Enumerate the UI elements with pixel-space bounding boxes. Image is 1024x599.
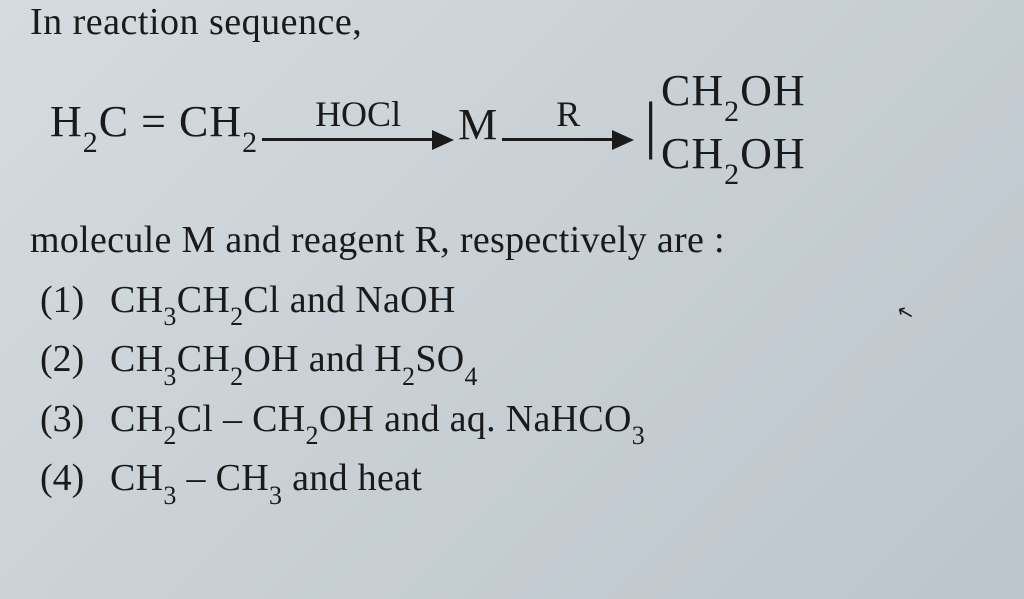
option-text: CH3CH2Cl and NaOH: [110, 278, 456, 328]
intro-line: In reaction sequence,: [30, 0, 994, 44]
option-number: (1): [40, 278, 110, 322]
reactant-part2: C = CH: [99, 97, 242, 146]
formula-subscript: 3: [632, 421, 645, 450]
product-bottom: CH2OH: [661, 125, 806, 188]
arrow-2-head-icon: [612, 130, 634, 150]
arrow-2-shaft: [502, 138, 612, 141]
option-text: CH2Cl – CH2OH and aq. NaHCO3: [110, 397, 645, 447]
option-text: CH3CH2OH and H2SO4: [110, 337, 478, 387]
product-top-s1: 2: [724, 95, 740, 128]
formula-subscript: 2: [306, 421, 319, 450]
formula-text: SO: [415, 338, 464, 380]
formula-text: OH and H: [243, 338, 402, 380]
question-text: molecule M and reagent R, respectively a…: [30, 218, 994, 262]
formula-subscript: 2: [230, 362, 243, 391]
formula-text: OH and aq. NaHCO: [319, 398, 632, 440]
options-list: (1)CH3CH2Cl and NaOH(2)CH3CH2OH and H2SO…: [40, 278, 994, 506]
option-text: CH3 – CH3 and heat: [110, 456, 422, 506]
bond-bar-icon: |: [644, 99, 657, 150]
option-row: (3)CH2Cl – CH2OH and aq. NaHCO3: [40, 397, 994, 447]
formula-text: CH: [110, 279, 163, 321]
product-stacked: CH2OH CH2OH: [661, 62, 806, 188]
formula-subscript: 3: [163, 302, 176, 331]
arrow-1: HOCl: [262, 96, 454, 150]
option-number: (2): [40, 337, 110, 381]
formula-subscript: 4: [465, 362, 478, 391]
option-number: (4): [40, 456, 110, 500]
formula-subscript: 2: [402, 362, 415, 391]
formula-subscript: 3: [163, 362, 176, 391]
formula-text: CH: [110, 398, 163, 440]
product-bottom-p1: CH: [661, 129, 724, 178]
formula-text: CH: [177, 338, 230, 380]
document-body: In reaction sequence, H2C = CH2 HOCl M R…: [30, 0, 994, 506]
arrow-1-head-icon: [432, 130, 454, 150]
arrow-2-label: R: [556, 96, 580, 132]
formula-text: – CH: [177, 457, 269, 499]
product-top-p1: CH: [661, 66, 724, 115]
formula-subscript: 3: [163, 481, 176, 510]
product-top: CH2OH: [661, 62, 806, 125]
arrow-2: R: [502, 96, 634, 150]
formula-text: CH: [110, 457, 163, 499]
product-group: | CH2OH CH2OH: [644, 62, 806, 188]
arrow-2-line: [502, 130, 634, 150]
product-bottom-s1: 2: [724, 158, 740, 191]
reactant-part1: H: [50, 97, 83, 146]
formula-text: CH: [110, 338, 163, 380]
formula-text: CH: [177, 279, 230, 321]
option-number: (3): [40, 397, 110, 441]
formula-text: Cl – CH: [177, 398, 306, 440]
product-top-p2: OH: [740, 66, 806, 115]
formula-subscript: 2: [230, 302, 243, 331]
arrow-1-line: [262, 130, 454, 150]
formula-subscript: 3: [269, 481, 282, 510]
reaction-scheme: H2C = CH2 HOCl M R | CH2OH: [50, 62, 994, 188]
arrow-1-shaft: [262, 138, 432, 141]
formula-text: and heat: [282, 457, 422, 499]
formula-subscript: 2: [163, 421, 176, 450]
arrow-1-label: HOCl: [315, 96, 401, 132]
formula-text: Cl and NaOH: [243, 279, 455, 321]
reactant-sub2: 2: [242, 126, 258, 159]
option-row: (1)CH3CH2Cl and NaOH: [40, 278, 994, 328]
option-row: (4)CH3 – CH3 and heat: [40, 456, 994, 506]
intermediate-M: M: [458, 99, 498, 150]
product-bottom-p2: OH: [740, 129, 806, 178]
option-row: (2)CH3CH2OH and H2SO4: [40, 337, 994, 387]
reactant-sub1: 2: [83, 126, 99, 159]
reactant-formula: H2C = CH2: [50, 96, 258, 154]
